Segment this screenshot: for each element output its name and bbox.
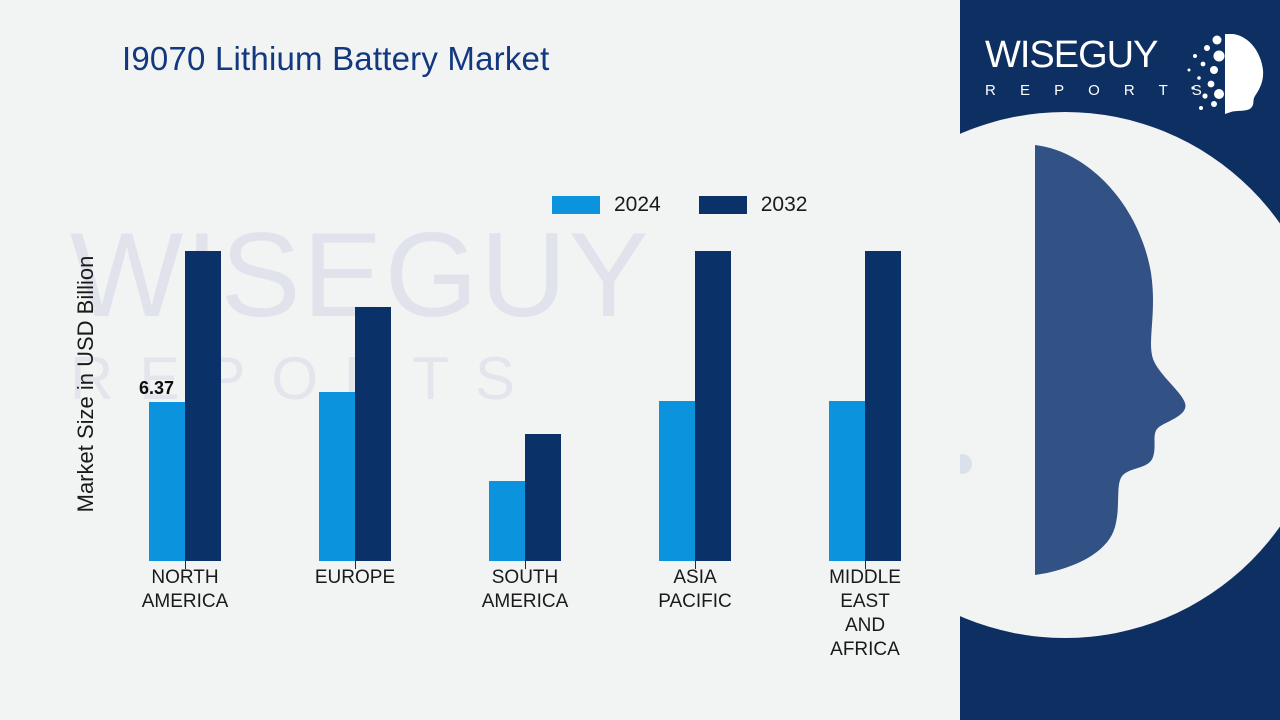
dotted-face-head-icon [1187,34,1264,114]
x-axis-tick-1 [355,561,356,569]
legend-swatch-2024 [552,195,600,214]
legend-label-2024: 2024 [614,193,661,216]
category-label-line: AND [844,614,886,636]
category-label-line: EUROPE [314,567,396,588]
bar-2024-1[interactable] [319,392,355,561]
x-axis-tick-0 [185,561,186,569]
x-axis-tick-4 [865,561,866,569]
x-axis-category-label-2: SOUTH AMERICA [435,566,615,614]
bar-2032-0[interactable] [185,251,221,561]
plot-area: NORTH AMERICA EUROPE SOUTH AMERICA ASIA PACIFI… [95,251,955,662]
x-axis-category-label-3: ASIA PACIFIC [605,566,785,614]
category-label-line: AFRICA [830,638,900,660]
brand-logo: WISEGUY R E P O R T S [985,34,1265,116]
bar-2024-2[interactable] [489,481,525,561]
logo-sub-text: R E P O R T S [985,82,1212,99]
category-label-line: PACIFIC [658,590,732,612]
x-axis-tick-2 [525,561,526,569]
legend-swatch-2032 [698,195,747,214]
x-axis-category-label-1: EUROPE [265,566,445,590]
category-label-line: EAST [840,590,890,612]
bar-2032-2[interactable] [525,434,561,561]
legend-label-2032: 2032 [760,193,808,216]
category-label-line: AMERICA [481,590,569,612]
brand-panel [960,0,1280,720]
face-silhouette-icon [1035,145,1186,575]
category-label-line: SOUTH [491,567,559,588]
legend-item-2032[interactable]: 2032 [698,193,808,216]
bar-2032-4[interactable] [865,251,901,561]
page-title: I9070 Lithium Battery Market [122,40,550,77]
bar-2032-1[interactable] [355,307,391,561]
chart-legend: 2024 2032 [552,194,807,215]
y-axis-label: Market Size in USD Billion [73,255,98,513]
x-axis-tick-3 [695,561,696,569]
bar-2024-0[interactable] [149,402,185,561]
category-label-line: AMERICA [141,590,229,612]
logo-main-text: WISEGUY [985,34,1158,76]
category-label-line: NORTH [151,567,219,588]
x-axis-category-label-0: NORTH AMERICA [95,566,275,614]
bar-value-label-0: 6.37 [139,378,175,398]
bar-2024-4[interactable] [829,401,865,561]
legend-item-2024[interactable]: 2024 [552,194,661,215]
x-axis-category-label-4: MIDDLE EAST AND AFRICA [775,566,955,662]
bar-2032-3[interactable] [695,251,731,561]
category-label-line: MIDDLE [829,567,901,588]
bar-2024-3[interactable] [659,401,695,561]
category-label-line: ASIA [673,567,717,588]
